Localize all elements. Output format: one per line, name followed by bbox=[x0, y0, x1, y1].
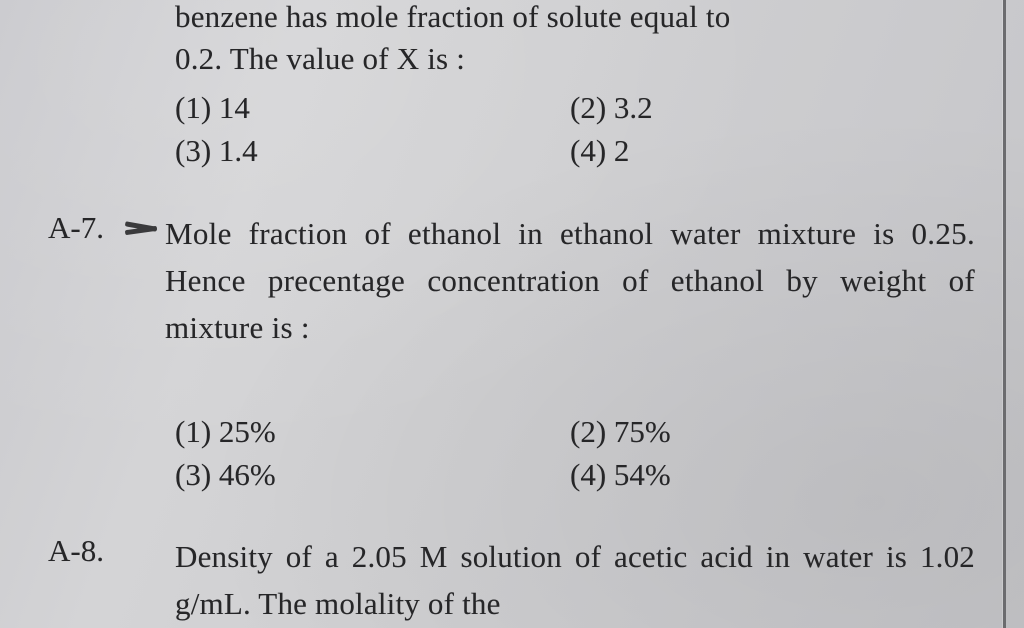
q7-number: A-7. bbox=[48, 210, 104, 246]
q6-stem: benzene has mole fraction of solute equa… bbox=[175, 0, 965, 80]
q7-option-4: (4) 54% bbox=[570, 453, 965, 496]
q7-option-3: (3) 46% bbox=[175, 453, 570, 496]
q6-option-2: (2) 3.2 bbox=[570, 86, 965, 129]
option-row: (1) 25% (2) 75% bbox=[175, 410, 965, 453]
q7-option-1: (1) 25% bbox=[175, 410, 570, 453]
q8-number: A-8. bbox=[48, 533, 104, 569]
page: benzene has mole fraction of solute equa… bbox=[0, 0, 1024, 628]
q7-options: (1) 25% (2) 75% (3) 46% (4) 54% bbox=[175, 410, 965, 497]
q6-option-1: (1) 14 bbox=[175, 86, 570, 129]
q7-stem: Mole fraction of ethanol in ethanol wate… bbox=[165, 210, 975, 351]
option-row: (3) 46% (4) 54% bbox=[175, 453, 965, 496]
q6-option-3: (3) 1.4 bbox=[175, 129, 570, 172]
page-divider-right bbox=[1003, 0, 1006, 628]
option-row: (1) 14 (2) 3.2 bbox=[175, 86, 965, 129]
q6-stem-line2: 0.2. The value of X is : bbox=[175, 41, 465, 76]
option-row: (3) 1.4 (4) 2 bbox=[175, 129, 965, 172]
q6-option-4: (4) 2 bbox=[570, 129, 965, 172]
q7-option-2: (2) 75% bbox=[570, 410, 965, 453]
q6-options: (1) 14 (2) 3.2 (3) 1.4 (4) 2 bbox=[175, 86, 965, 173]
q8-stem: Density of a 2.05 M solution of acetic a… bbox=[175, 533, 975, 627]
q6-stem-line1: benzene has mole fraction of solute equa… bbox=[175, 0, 730, 34]
